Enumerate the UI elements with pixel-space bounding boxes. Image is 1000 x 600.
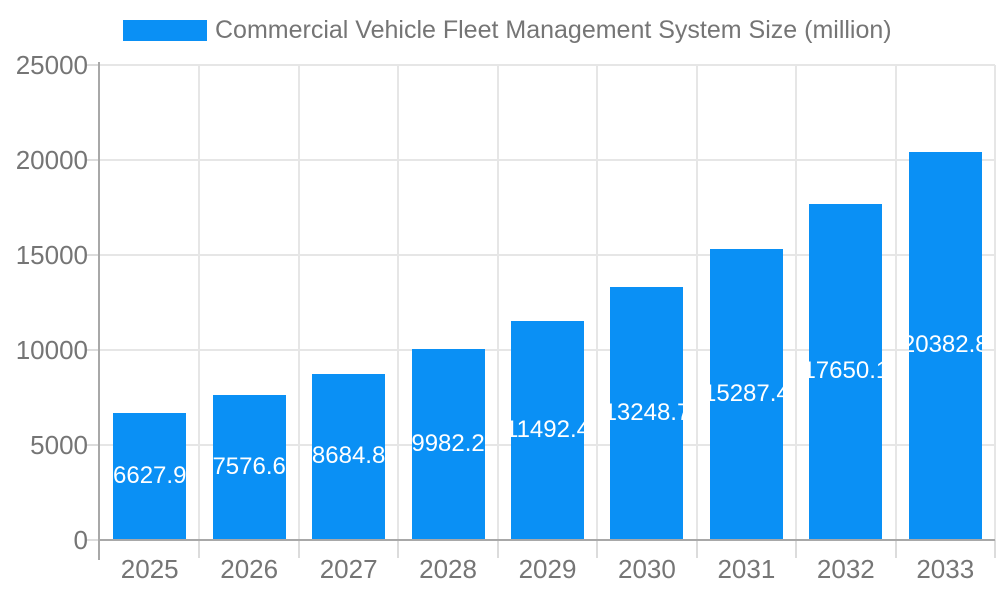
bar-value-label: 15287.4 [710, 379, 783, 407]
y-axis-label: 25000 [15, 50, 88, 80]
y-axis-label: 20000 [15, 145, 88, 175]
x-gridline [695, 65, 698, 540]
x-axis-label: 2027 [319, 554, 378, 584]
x-axis-label: 2030 [618, 554, 676, 584]
y-tick [86, 539, 100, 541]
x-tick [198, 540, 201, 558]
x-gridline [596, 65, 599, 540]
y-tick [86, 159, 100, 161]
x-gridline [994, 65, 996, 540]
y-axis-label: 5000 [30, 430, 88, 460]
bar-value-label: 9982.2 [411, 430, 485, 458]
bar-value-label: 7576.6 [212, 453, 286, 480]
x-tick [994, 540, 996, 558]
x-gridline [297, 65, 300, 540]
x-axis-line [99, 539, 995, 541]
bar[interactable]: 11492.4 [511, 320, 584, 539]
x-tick [397, 540, 400, 558]
x-gridline [894, 65, 897, 540]
legend-swatch [123, 20, 207, 41]
legend: Commercial Vehicle Fleet Management Syst… [123, 16, 892, 45]
y-gridline [100, 254, 995, 256]
x-tick [596, 540, 599, 558]
x-tick [297, 540, 300, 558]
x-axis-label: 2025 [120, 554, 179, 584]
x-axis-label: 2032 [816, 554, 875, 584]
bar[interactable]: 7576.6 [212, 395, 286, 539]
x-axis-label: 2029 [518, 554, 577, 584]
x-axis-label: 2033 [916, 554, 975, 584]
bar[interactable]: 15287.4 [709, 248, 783, 539]
y-axis-line [98, 62, 100, 560]
y-tick [86, 254, 100, 256]
x-axis-label: 2026 [220, 554, 279, 584]
x-gridline [198, 65, 201, 540]
y-axis-label: 0 [73, 525, 88, 555]
bar[interactable]: 9982.2 [411, 349, 485, 539]
y-gridline [100, 64, 995, 66]
x-axis-label: 2031 [717, 554, 776, 584]
y-tick [86, 444, 100, 446]
x-gridline [397, 65, 400, 540]
x-tick [695, 540, 698, 558]
y-gridline [100, 159, 995, 161]
bar[interactable]: 13248.7 [610, 287, 684, 539]
x-axis-label: 2028 [419, 554, 477, 584]
y-axis-label: 15000 [15, 240, 88, 270]
y-axis-label: 10000 [15, 335, 88, 365]
x-gridline [496, 65, 499, 540]
x-tick [496, 540, 499, 558]
y-tick [86, 349, 100, 351]
x-tick [795, 540, 798, 558]
bar-value-label: 13248.7 [610, 399, 683, 427]
legend-label: Commercial Vehicle Fleet Management Syst… [215, 16, 892, 44]
x-tick [894, 540, 897, 558]
bar-value-label: 6627.9 [113, 462, 187, 490]
bar[interactable]: 8684.8 [312, 373, 386, 539]
bar-value-label: 8684.8 [312, 442, 386, 470]
bar[interactable]: 6627.9 [113, 413, 187, 539]
x-gridline [795, 65, 798, 540]
bar-value-label: 11492.4 [511, 415, 584, 443]
y-tick [86, 64, 100, 66]
